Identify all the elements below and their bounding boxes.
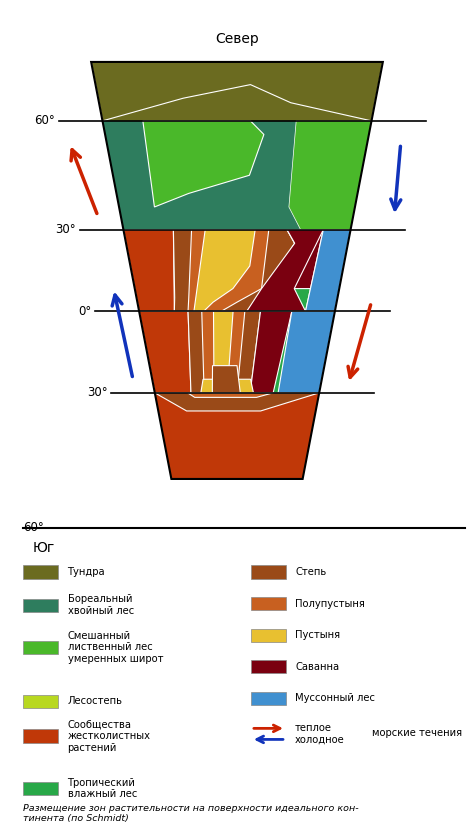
Polygon shape [306, 229, 351, 312]
Text: Пустыня: Пустыня [295, 630, 340, 640]
Polygon shape [188, 393, 273, 397]
Polygon shape [139, 312, 191, 393]
Polygon shape [139, 312, 335, 393]
Polygon shape [123, 229, 174, 312]
Polygon shape [102, 120, 372, 229]
Bar [23, 565, 58, 578]
Polygon shape [155, 393, 319, 411]
Text: Муссонный лес: Муссонный лес [295, 693, 375, 703]
Bar [251, 691, 286, 705]
Bar [23, 782, 58, 795]
Polygon shape [213, 312, 233, 393]
Bar [251, 628, 286, 642]
Text: Размещение зон растительности на поверхности идеального кон-
тинента (по Schmidt: Размещение зон растительности на поверхн… [23, 804, 359, 823]
Polygon shape [188, 312, 261, 393]
Text: теплое: теплое [295, 723, 332, 734]
Polygon shape [212, 366, 240, 393]
Polygon shape [278, 312, 335, 393]
Bar [23, 695, 58, 708]
Text: 0°: 0° [79, 305, 91, 317]
Polygon shape [306, 229, 351, 312]
Text: Полупустыня: Полупустыня [295, 598, 365, 608]
Polygon shape [91, 62, 383, 120]
Bar [251, 660, 286, 673]
Text: морские течения: морские течения [372, 728, 462, 738]
Polygon shape [250, 312, 292, 393]
Polygon shape [194, 229, 255, 312]
Polygon shape [143, 120, 264, 207]
Text: Смешанный
лиственный лес
умеренных широт: Смешанный лиственный лес умеренных широт [67, 631, 163, 664]
Text: 30°: 30° [87, 386, 108, 400]
Text: холодное: холодное [295, 735, 345, 745]
Polygon shape [275, 229, 351, 288]
Polygon shape [202, 312, 245, 393]
Polygon shape [247, 229, 323, 312]
Polygon shape [188, 229, 269, 312]
Text: 30°: 30° [55, 224, 76, 236]
Text: Сообщества
жестколистных
растений: Сообщества жестколистных растений [67, 720, 151, 753]
Text: 60°: 60° [23, 521, 44, 534]
Text: Степь: Степь [295, 567, 327, 577]
Text: Север: Север [215, 32, 259, 46]
Polygon shape [201, 379, 254, 393]
Polygon shape [123, 229, 351, 312]
Bar [251, 565, 286, 578]
Bar [251, 597, 286, 610]
Bar [23, 598, 58, 612]
Text: Саванна: Саванна [295, 661, 339, 671]
Polygon shape [285, 229, 310, 253]
Text: Юг: Юг [33, 541, 55, 555]
Bar [23, 730, 58, 743]
Polygon shape [289, 120, 372, 229]
Text: Лесостепь: Лесостепь [67, 696, 123, 706]
Polygon shape [91, 62, 383, 479]
Polygon shape [173, 229, 295, 312]
Polygon shape [155, 393, 319, 479]
Bar [23, 641, 58, 654]
Text: Тундра: Тундра [67, 567, 105, 577]
Text: 60°: 60° [34, 115, 55, 127]
Text: Бореальный
хвойный лес: Бореальный хвойный лес [67, 594, 134, 616]
Text: Тропический
влажный лес: Тропический влажный лес [67, 778, 137, 799]
